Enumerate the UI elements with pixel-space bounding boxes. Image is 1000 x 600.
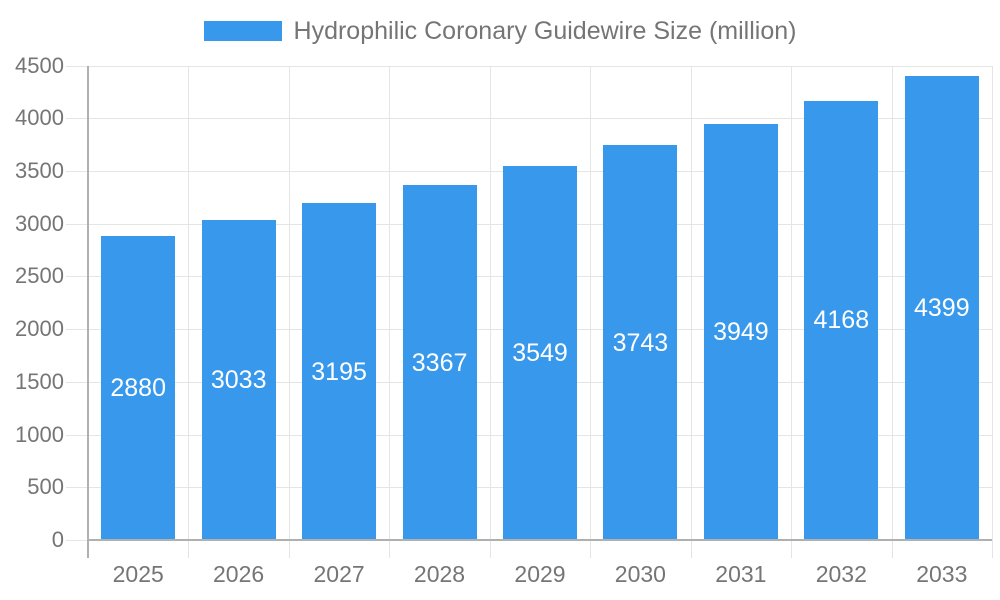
bar-value-label: 3743: [612, 328, 669, 357]
y-axis-label: 0: [51, 527, 64, 552]
bar-value-label: 3033: [210, 366, 267, 395]
x-axis-label: 2031: [715, 561, 767, 587]
bar[interactable]: [201, 220, 276, 540]
bar[interactable]: [503, 165, 577, 540]
bar-value-label: 3949: [713, 317, 769, 346]
y-axis-tick: [66, 540, 88, 541]
category-gridline: [590, 65, 592, 558]
x-axis-label: 2033: [916, 561, 968, 587]
bar-value-label: 2880: [110, 374, 166, 403]
bar[interactable]: [101, 236, 176, 540]
bar-value-label: 4168: [813, 306, 870, 335]
y-axis-label: 500: [27, 474, 64, 500]
bar[interactable]: [402, 185, 477, 540]
legend-label: Hydrophilic Coronary Guidewire Size (mil…: [293, 16, 797, 45]
y-gridline: [66, 118, 992, 120]
y-axis-label: 3500: [15, 157, 64, 183]
category-gridline: [891, 65, 893, 558]
bar-value-label: 3549: [512, 338, 568, 367]
category-gridline: [389, 65, 391, 558]
bar[interactable]: [603, 145, 678, 540]
bar-value-label: 3195: [311, 357, 367, 386]
bar[interactable]: [302, 203, 377, 540]
category-gridline: [288, 65, 290, 558]
bar[interactable]: [703, 123, 778, 540]
category-gridline: [188, 65, 190, 558]
x-axis-label: 2028: [413, 561, 466, 587]
x-axis-line: [88, 539, 992, 541]
y-axis-label: 4500: [15, 52, 64, 78]
bar[interactable]: [804, 100, 879, 540]
legend-swatch[interactable]: [203, 21, 282, 41]
category-gridline: [690, 65, 692, 558]
x-axis-label: 2029: [514, 561, 566, 587]
bar-value-label: 4399: [913, 294, 970, 323]
category-gridline: [489, 65, 491, 558]
legend-item[interactable]: Hydrophilic Coronary Guidewire Size (mil…: [0, 12, 1000, 50]
y-axis-label: 1500: [15, 368, 64, 394]
x-axis-label: 2030: [614, 561, 666, 587]
x-axis-label: 2027: [313, 561, 365, 587]
bar[interactable]: [904, 76, 979, 540]
y-axis-label: 1000: [15, 421, 64, 447]
category-gridline: [791, 65, 793, 558]
y-gridline: [66, 65, 992, 67]
category-gridline: [992, 65, 993, 558]
y-axis-label: 4000: [15, 105, 64, 131]
x-axis-label: 2032: [815, 561, 867, 587]
y-axis-label: 3000: [15, 210, 64, 236]
y-axis-line: [87, 65, 89, 558]
y-axis-label: 2000: [15, 316, 64, 342]
x-axis-label: 2026: [213, 561, 265, 587]
y-axis-label: 2500: [15, 263, 64, 289]
bar-value-label: 3367: [411, 348, 468, 377]
x-axis-label: 2025: [112, 561, 164, 587]
